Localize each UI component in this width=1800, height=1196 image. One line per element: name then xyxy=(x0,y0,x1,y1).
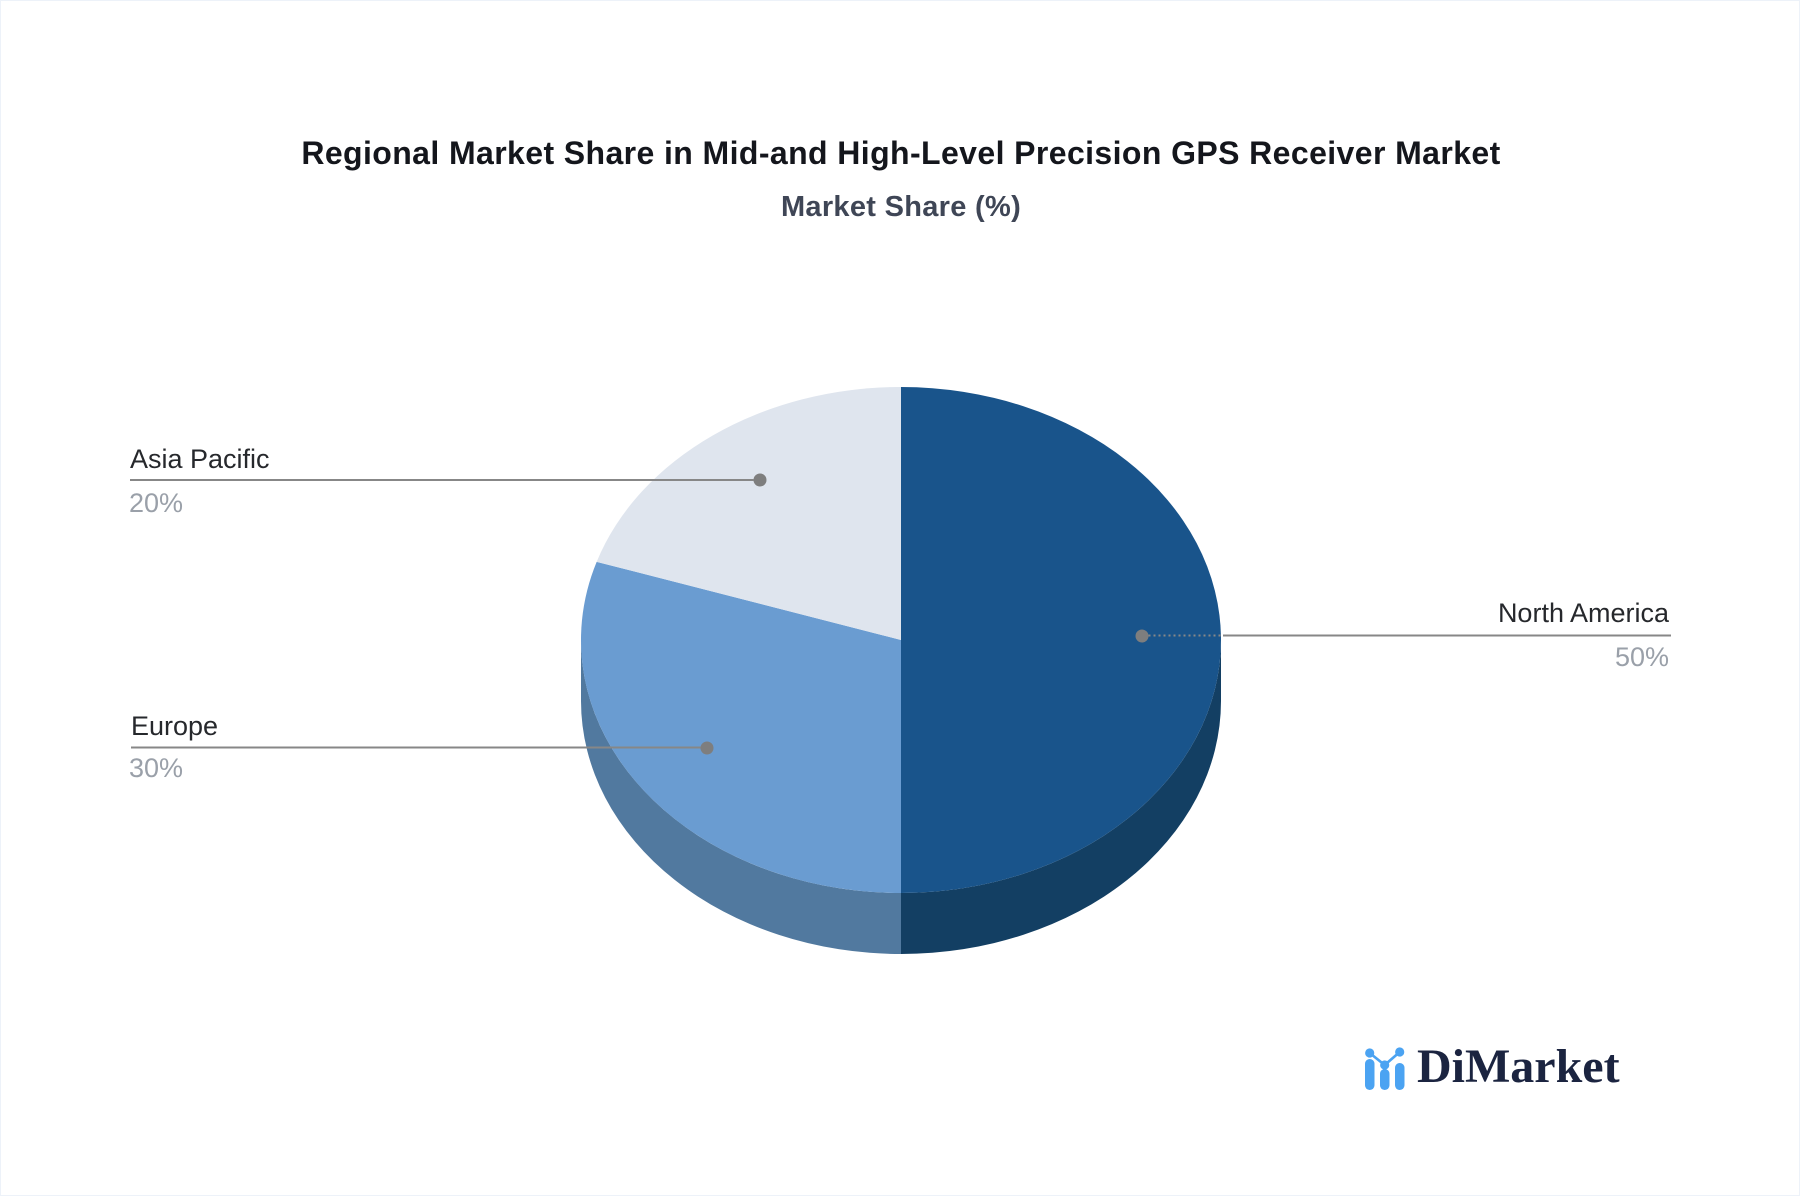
pie-slice-asia-pacific[interactable] xyxy=(596,387,901,640)
chart-subtitle: Market Share (%) xyxy=(780,191,1022,223)
bar-line-chart-icon xyxy=(1365,1047,1405,1090)
pie-slice-side-europe xyxy=(581,640,901,954)
callout-value-north-america: 50% xyxy=(1614,642,1669,672)
leader-dot-north-america xyxy=(1135,629,1149,643)
pie-slice-north-america[interactable] xyxy=(901,387,1221,893)
leader-dot-europe xyxy=(700,741,714,755)
callout-label-asia-pacific: Asia Pacific xyxy=(130,444,270,474)
brand-logo: DiMarket xyxy=(1363,1043,1620,1094)
callout-label-europe: Europe xyxy=(131,711,219,741)
callout-value-asia-pacific: 20% xyxy=(129,488,184,518)
callout-label-north-america: North America xyxy=(1497,598,1669,628)
leader-dot-asia-pacific xyxy=(753,473,767,487)
chart-title: Regional Market Share in Mid-and High-Le… xyxy=(301,135,1501,171)
pie-slice-europe[interactable] xyxy=(580,561,901,893)
brand-name: DiMarket xyxy=(1417,1040,1620,1093)
callout-value-europe: 30% xyxy=(129,753,184,783)
pie-slice-side-north-america xyxy=(901,640,1221,954)
